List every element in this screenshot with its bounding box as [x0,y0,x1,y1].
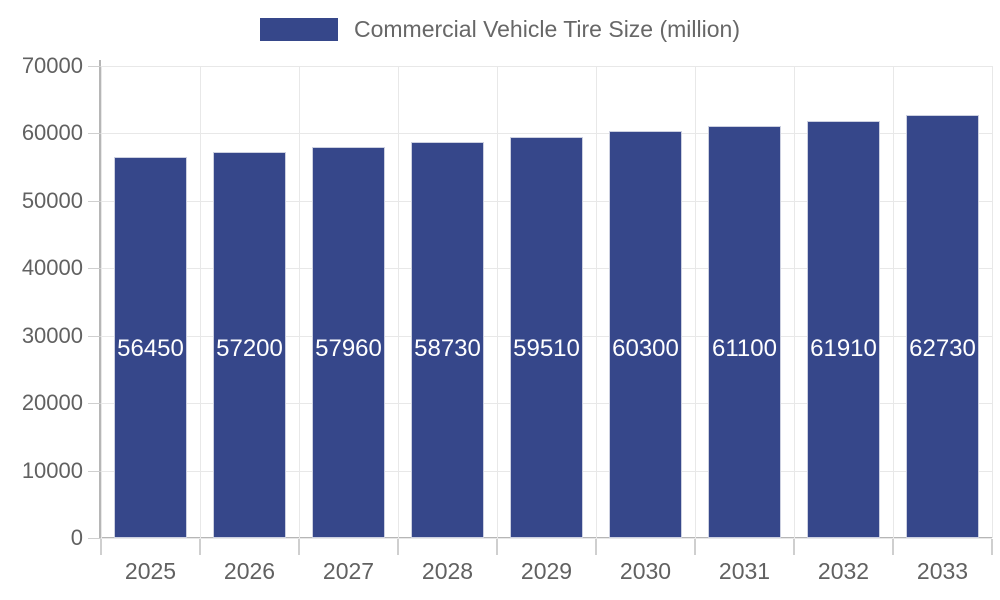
bar-value-label: 57200 [216,335,283,362]
bar-2030[interactable] [608,131,683,538]
bar-2031[interactable] [707,126,782,538]
legend-item-label: Commercial Vehicle Tire Size (million) [354,15,740,42]
bar-2033[interactable] [905,115,980,538]
x-tick-mark [793,539,795,555]
x-tick-label: 2030 [619,558,672,584]
x-tick-label: 2025 [124,558,177,584]
y-tick-mark [88,403,101,405]
y-tick-label: 60000 [21,120,83,146]
y-tick-label: 10000 [21,457,83,483]
x-tick-label: 2033 [916,558,969,584]
bar-value-label: 59510 [513,335,580,362]
x-tick-mark [397,539,399,555]
x-tick-label: 2026 [223,558,276,584]
x-gridline [200,66,201,538]
x-tick-mark [694,539,696,555]
y-tick-mark [88,538,101,539]
x-gridline [596,66,597,538]
y-gridline [101,538,992,539]
chart-legend: Commercial Vehicle Tire Size (million) [0,0,1000,58]
bar-2027[interactable] [311,147,386,538]
x-gridline [299,66,300,538]
x-tick-label: 2031 [718,558,771,584]
bar-2028[interactable] [410,141,485,538]
legend-item-commercial-vehicle-tire-size[interactable]: Commercial Vehicle Tire Size (million) [260,15,740,42]
x-tick-mark [298,539,300,555]
x-gridline [794,66,795,538]
y-tick-mark [88,470,101,472]
x-gridline [893,66,894,538]
bar-value-label: 62730 [909,335,976,362]
y-axis-line [99,60,101,539]
x-tick-mark [100,539,102,555]
x-gridline [695,66,696,538]
bar-2026[interactable] [212,152,287,538]
x-tick-label: 2032 [817,558,870,584]
y-tick-label: 40000 [21,255,83,281]
y-gridline [101,66,992,67]
x-tick-mark [595,539,597,555]
y-gridline [101,133,992,135]
legend-color-swatch-icon [260,17,338,41]
x-tick-label: 2029 [520,558,573,584]
y-tick-mark [88,200,101,202]
bar-value-label: 60300 [612,335,679,362]
y-tick-mark [88,133,101,135]
y-tick-mark [88,66,101,67]
bar-value-label: 57960 [315,335,382,362]
x-tick-mark [199,539,201,555]
x-tick-mark [991,539,993,555]
y-tick-mark [88,335,101,337]
x-gridline [992,66,993,538]
y-tick-label: 20000 [21,390,83,416]
x-gridline [101,66,102,538]
y-tick-label: 70000 [21,53,83,78]
y-tick-label: 0 [70,525,83,550]
bar-value-label: 56450 [117,335,184,362]
bar-value-label: 58730 [414,335,481,362]
bar-value-label: 61910 [810,335,877,362]
bar-2032[interactable] [806,120,881,538]
y-tick-mark [88,268,101,270]
x-tick-label: 2028 [421,558,474,584]
x-tick-mark [892,539,894,555]
x-tick-label: 2027 [322,558,375,584]
bar-2025[interactable] [113,157,188,538]
y-tick-label: 50000 [21,187,83,213]
x-gridline [398,66,399,538]
x-tick-mark [496,539,498,555]
bar-value-label: 61100 [712,335,777,362]
x-gridline [497,66,498,538]
y-tick-label: 30000 [21,322,83,348]
bar-2029[interactable] [509,136,584,538]
